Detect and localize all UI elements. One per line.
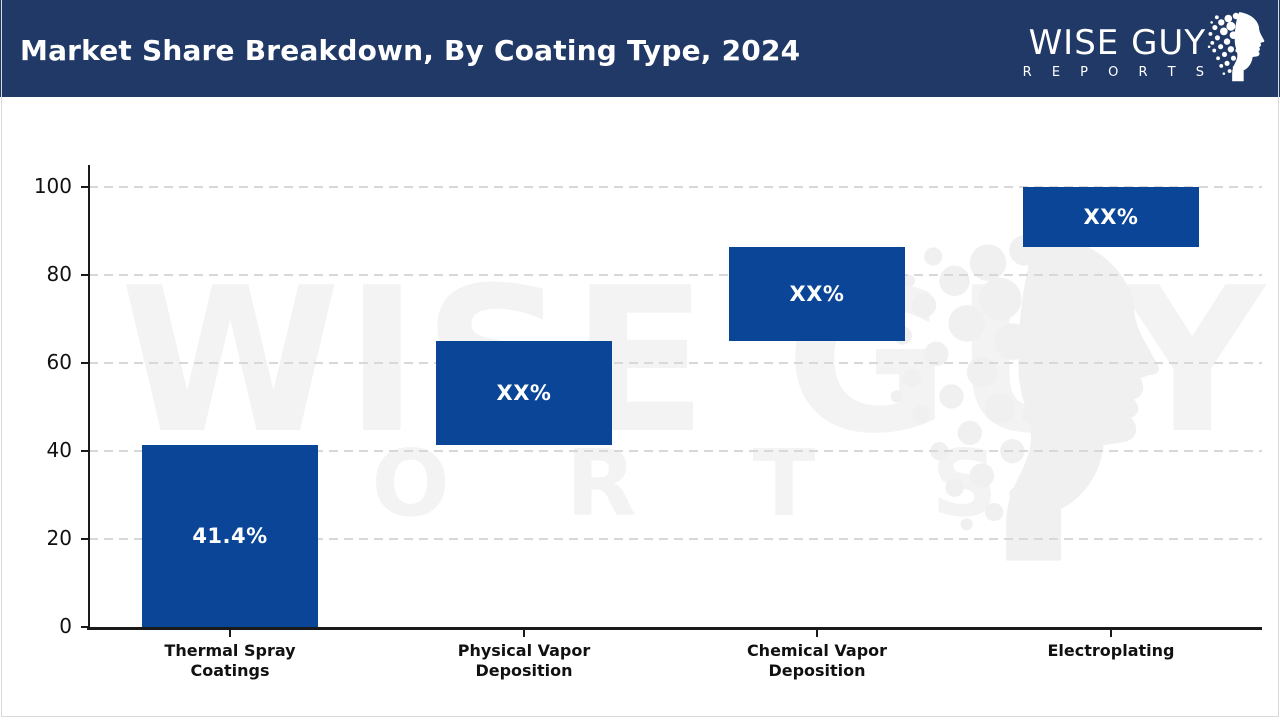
logo-wordmark-primary: WISE GUY	[1028, 23, 1207, 63]
y-tick-mark	[81, 450, 89, 452]
wiseguy-logo: WISE GUY R E P O R T S	[1023, 8, 1268, 88]
y-tick-label: 40	[46, 438, 72, 462]
grid-line	[89, 274, 1262, 276]
bar-2: XX%	[436, 341, 612, 445]
x-tick-mark	[523, 630, 525, 637]
y-axis-line	[88, 165, 90, 630]
x-category-label: Electroplating	[961, 641, 1261, 661]
grid-line	[89, 362, 1262, 364]
logo-wordmark-secondary: R E P O R T S	[1022, 64, 1212, 80]
bar-1: 41.4%	[142, 444, 318, 627]
x-category-label-line: Physical Vapor	[457, 641, 591, 660]
bar-value-label: XX%	[496, 380, 552, 405]
y-tick-mark	[81, 362, 89, 364]
y-tick-mark	[81, 274, 89, 276]
bar-value-label: XX%	[789, 281, 845, 306]
grid-line	[89, 450, 1262, 452]
y-tick-mark	[81, 626, 89, 628]
x-category-label-line: Thermal Spray	[164, 641, 296, 660]
header: Market Share Breakdown, By Coating Type,…	[0, 0, 1280, 97]
bar-value-label: 41.4%	[192, 523, 268, 548]
x-axis-line	[87, 627, 1262, 630]
y-tick-label: 0	[59, 614, 72, 638]
x-category-label-line: Deposition	[475, 661, 573, 680]
x-category-label-line: Chemical Vapor	[746, 641, 888, 660]
x-tick-mark	[1110, 630, 1112, 637]
x-tick-mark	[816, 630, 818, 637]
x-tick-mark	[229, 630, 231, 637]
logo-wordmark: WISE GUY R E P O R T S	[1022, 23, 1212, 80]
wiseguy-head-icon	[1207, 12, 1265, 82]
x-category-label: Physical Vapor Deposition	[374, 641, 674, 681]
x-category-label-line: Coatings	[190, 661, 270, 680]
y-tick-mark	[81, 538, 89, 540]
y-tick-label: 100	[33, 174, 72, 198]
grid-line	[89, 186, 1262, 188]
y-tick-label: 60	[46, 350, 72, 374]
y-tick-mark	[81, 186, 89, 188]
x-category-label: Thermal Spray Coatings	[80, 641, 380, 681]
bar-value-label: XX%	[1083, 204, 1139, 229]
bar-3: XX%	[729, 246, 905, 341]
page-title: Market Share Breakdown, By Coating Type,…	[20, 34, 801, 67]
bar-4: XX%	[1023, 187, 1199, 247]
y-tick-label: 20	[46, 526, 72, 550]
grid-line	[89, 538, 1262, 540]
x-category-label-line: Electroplating	[1047, 641, 1175, 660]
y-tick-label: 80	[46, 262, 72, 286]
x-category-label-line: Deposition	[768, 661, 866, 680]
x-category-label: Chemical Vapor Deposition	[667, 641, 967, 681]
